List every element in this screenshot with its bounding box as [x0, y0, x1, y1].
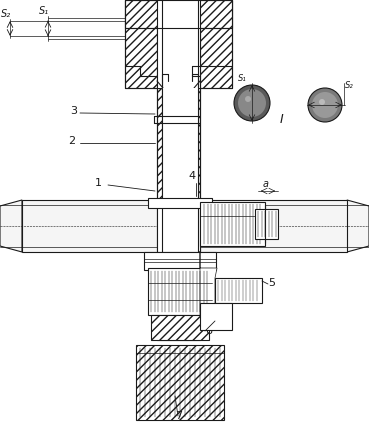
- Bar: [157, 0, 200, 88]
- Circle shape: [308, 88, 342, 122]
- Polygon shape: [200, 251, 217, 315]
- Text: 7: 7: [175, 411, 182, 421]
- Bar: [144, 252, 216, 270]
- Bar: [200, 0, 232, 88]
- Bar: [215, 278, 262, 303]
- Bar: [151, 315, 209, 340]
- Text: 1: 1: [95, 178, 102, 188]
- Bar: [125, 0, 232, 28]
- Bar: [255, 209, 278, 239]
- Bar: [136, 345, 224, 420]
- Text: a: a: [263, 179, 269, 189]
- Text: S₁: S₁: [238, 74, 247, 83]
- Bar: [157, 200, 200, 252]
- Bar: [148, 268, 212, 315]
- Text: S₁: S₁: [39, 6, 49, 16]
- Bar: [162, 88, 198, 251]
- Bar: [148, 198, 212, 208]
- Text: 4: 4: [188, 171, 195, 181]
- Polygon shape: [0, 200, 22, 252]
- Text: I: I: [280, 113, 284, 126]
- Circle shape: [238, 89, 266, 117]
- Text: 6: 6: [205, 326, 212, 336]
- Text: 3: 3: [70, 106, 77, 116]
- Bar: [157, 88, 162, 251]
- Circle shape: [234, 85, 270, 121]
- Text: 2: 2: [68, 136, 75, 146]
- Bar: [157, 252, 200, 340]
- Bar: [200, 303, 232, 330]
- Text: S₂: S₂: [1, 9, 11, 19]
- Circle shape: [312, 92, 338, 118]
- Bar: [125, 0, 157, 88]
- Polygon shape: [347, 200, 369, 252]
- Bar: [198, 88, 200, 251]
- Text: 5: 5: [268, 278, 275, 288]
- Circle shape: [245, 96, 251, 102]
- Bar: [22, 200, 347, 252]
- Text: S₂: S₂: [345, 81, 354, 90]
- Bar: [200, 202, 265, 246]
- Circle shape: [319, 99, 325, 105]
